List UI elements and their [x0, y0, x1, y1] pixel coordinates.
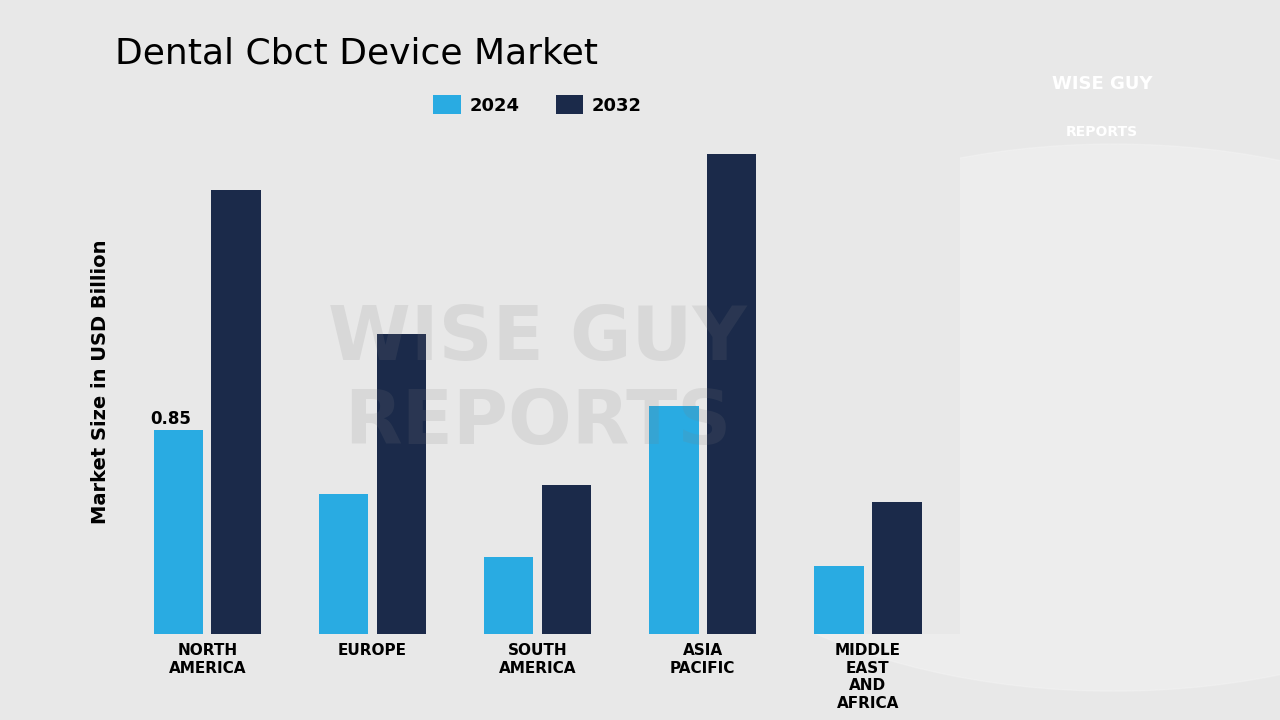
- Bar: [484, 557, 534, 634]
- Text: Dental Cbct Device Market: Dental Cbct Device Market: [115, 36, 598, 70]
- Text: WISE GUY
REPORTS: WISE GUY REPORTS: [328, 303, 748, 460]
- Bar: [376, 333, 426, 634]
- Text: WISE GUY: WISE GUY: [1052, 75, 1152, 93]
- Y-axis label: Market Size in USD Billion: Market Size in USD Billion: [91, 239, 110, 524]
- Legend: 2024, 2032: 2024, 2032: [426, 89, 649, 122]
- Circle shape: [627, 144, 1280, 691]
- Bar: [649, 405, 699, 634]
- Text: REPORTS: REPORTS: [1066, 125, 1138, 140]
- Bar: [154, 430, 204, 634]
- Bar: [707, 153, 756, 634]
- Text: 0.85: 0.85: [151, 410, 192, 428]
- Bar: [211, 189, 261, 634]
- Bar: [541, 485, 591, 634]
- Bar: [872, 502, 922, 634]
- Bar: [814, 567, 864, 634]
- Bar: [319, 495, 369, 634]
